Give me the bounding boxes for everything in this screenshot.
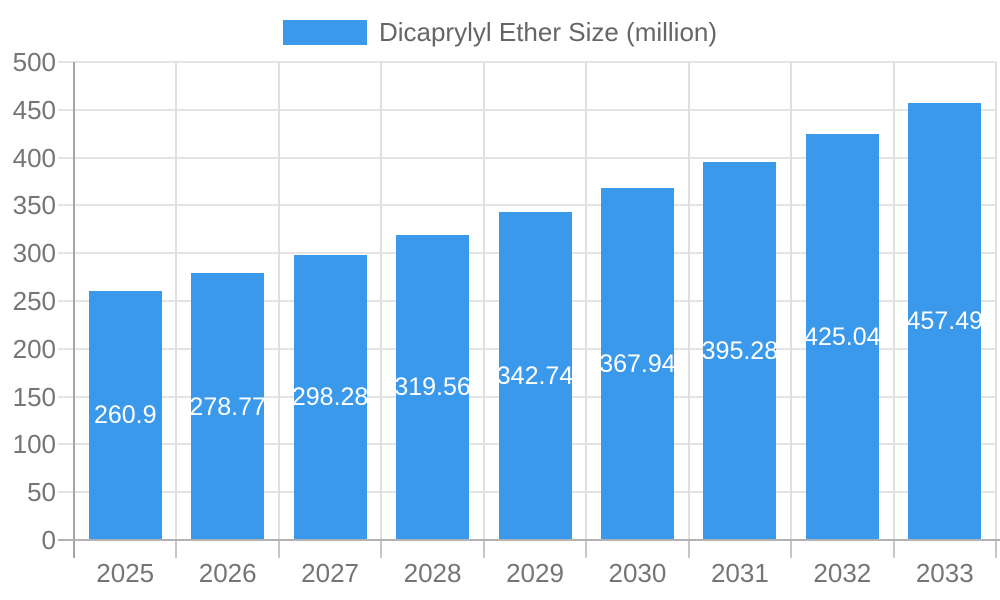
legend: Dicaprylyl Ether Size (million) [0,14,1000,50]
bar-value-label: 395.28 [701,337,779,366]
y-axis-tick-label: 300 [12,238,56,269]
y-axis-tick-label: 0 [41,525,56,555]
y-axis-tick-label: 150 [12,381,56,412]
legend-swatch[interactable] [282,19,367,45]
x-axis-tick [482,540,485,558]
x-gridline [482,62,485,540]
x-gridline [995,62,997,540]
x-axis-tick [790,540,793,558]
bar-2032[interactable]: 425.04 [804,133,881,540]
x-gridline [380,62,383,540]
x-axis-tick [277,540,280,558]
x-axis-tick [175,540,178,558]
y-gridline [58,204,996,207]
legend-label: Dicaprylyl Ether Size (million) [378,16,718,47]
bar-value-label: 457.49 [906,307,983,336]
x-axis-tick-label: 2025 [96,558,155,588]
bar-value-label: 319.56 [394,373,471,402]
bar-2033[interactable]: 457.49 [907,102,983,540]
bar-2027[interactable]: 298.28 [292,254,368,540]
y-axis-tick-label: 350 [12,190,56,221]
y-gridline [58,108,996,111]
y-axis-tick-label: 450 [12,94,56,125]
bar-2028[interactable]: 319.56 [394,234,471,540]
x-axis-tick-label: 2031 [710,558,769,588]
bar-2030[interactable]: 367.94 [599,188,676,540]
x-axis-tick [687,540,690,558]
x-axis-tick-label: 2029 [506,558,564,588]
y-axis-tick-label: 50 [27,477,56,508]
y-axis-tick-label: 250 [12,286,56,316]
bar-2031[interactable]: 395.28 [702,162,778,540]
y-axis-tick-label: 500 [12,47,56,77]
bar-value-label: 278.77 [189,392,266,421]
x-gridline [585,62,588,540]
x-gridline [892,62,895,540]
x-gridline [175,62,178,540]
y-axis-tick-label: 200 [12,333,56,364]
x-gridline [790,62,793,540]
y-gridline [58,156,996,159]
x-axis-tick [585,540,588,558]
y-axis-tick-label: 400 [12,142,56,173]
bar-value-label: 298.28 [291,383,369,412]
bar-2025[interactable]: 260.9 [88,290,162,540]
x-axis-tick-label: 2030 [608,558,667,588]
x-axis-tick [892,540,895,558]
x-axis-tick [380,540,383,558]
x-axis-tick-label: 2028 [403,558,462,588]
bar-value-label: 342.74 [496,362,574,391]
x-axis-tick-label: 2033 [915,558,974,588]
x-axis-line [58,539,1000,541]
y-gridline [58,61,996,63]
bar-value-label: 260.9 [93,401,157,430]
bar-value-label: 367.94 [599,350,676,379]
x-axis-tick-label: 2027 [301,558,360,588]
bar-2026[interactable]: 278.77 [189,273,266,540]
bar-value-label: 425.04 [804,322,881,351]
bar-2029[interactable]: 342.74 [497,212,573,540]
y-axis-line [73,62,75,558]
x-gridline [687,62,690,540]
x-axis-tick-label: 2026 [198,558,257,588]
x-axis-tick [995,540,997,558]
x-axis-tick-label: 2032 [813,558,872,588]
x-gridline [277,62,280,540]
y-axis-tick-label: 100 [12,429,56,460]
